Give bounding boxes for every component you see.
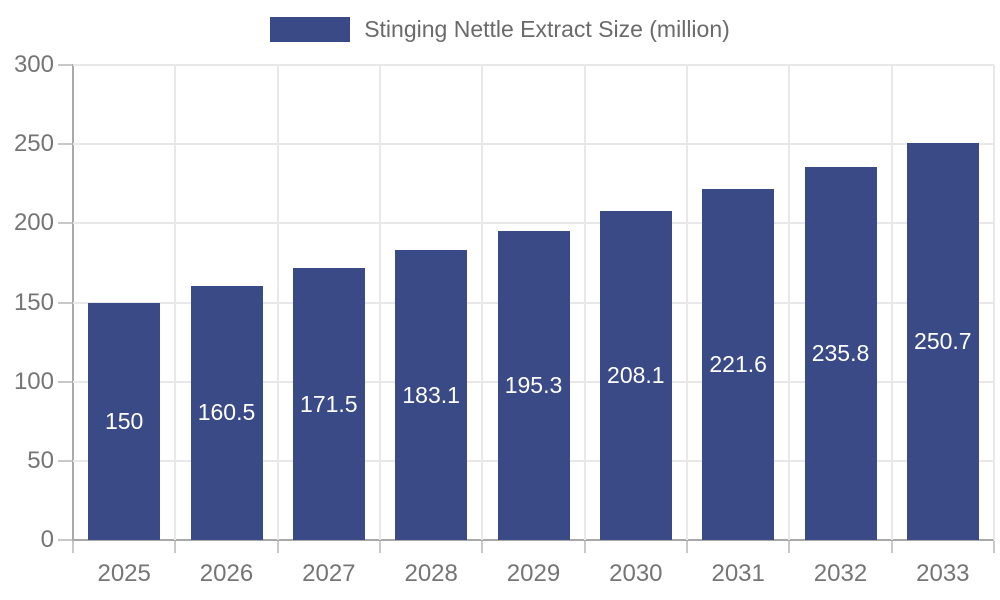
grid-line-vertical (788, 65, 791, 540)
y-axis-tick-mark (58, 143, 72, 146)
x-axis-line (73, 539, 994, 541)
x-axis-tick-mark (686, 541, 688, 553)
bar-2032[interactable]: 235.8 (804, 166, 877, 540)
x-axis-tick-mark (993, 541, 995, 553)
x-axis-tick-mark (72, 541, 74, 553)
legend-item[interactable]: Stinging Nettle Extract Size (million) (0, 14, 1000, 44)
y-axis-tick-mark (58, 64, 72, 66)
bar-value-label: 250.7 (914, 328, 972, 355)
bar-2025[interactable]: 150 (88, 302, 161, 540)
bar-value-label: 195.3 (504, 371, 563, 398)
bar-value-label: 235.8 (811, 339, 870, 366)
x-axis-tick-mark (379, 541, 381, 553)
y-axis-tick-mark (58, 459, 72, 462)
bar-2033[interactable]: 250.7 (906, 143, 979, 540)
grid-line-vertical (583, 65, 586, 540)
y-axis-tick-mark (58, 539, 72, 541)
grid-line-horizontal (73, 143, 994, 146)
grid-line-vertical (481, 65, 484, 540)
grid-line-vertical (378, 65, 381, 540)
x-axis-tick-label-2027: 2027 (302, 560, 356, 587)
x-axis-tick-mark (276, 541, 279, 553)
y-axis-tick-mark (58, 380, 72, 383)
bar-value-label: 150 (104, 407, 144, 434)
y-axis-tick-label: 300 (13, 51, 54, 78)
bar-value-label: 208.1 (607, 361, 665, 388)
x-axis-tick-mark (174, 541, 177, 553)
grid-line-vertical (276, 65, 279, 540)
x-axis-tick-label-2033: 2033 (916, 560, 970, 587)
x-axis-tick-label-2032: 2032 (813, 560, 868, 587)
y-axis-tick-label: 100 (13, 367, 54, 395)
grid-line-horizontal (73, 64, 994, 66)
bar-2027[interactable]: 171.5 (292, 268, 365, 540)
bar-2030[interactable]: 208.1 (599, 210, 672, 540)
grid-line-vertical (685, 65, 688, 540)
x-axis-tick-label-2028: 2028 (404, 560, 458, 587)
grid-line-vertical (993, 65, 995, 540)
legend-swatch (270, 16, 351, 42)
y-axis-tick-label: 250 (13, 130, 54, 158)
x-axis-tick-label-2025: 2025 (97, 560, 151, 587)
bar-value-label: 183.1 (402, 381, 460, 408)
bar-value-label: 221.6 (709, 351, 767, 378)
bar-value-label: 171.5 (300, 390, 358, 417)
grid-line-vertical (174, 65, 177, 540)
bar-value-label: 160.5 (197, 399, 256, 426)
x-axis-tick-mark (890, 541, 893, 553)
bar-2029[interactable]: 195.3 (497, 230, 570, 540)
x-axis-tick-label-2031: 2031 (711, 560, 765, 587)
y-axis-tick-label: 50 (27, 446, 54, 474)
legend-label: Stinging Nettle Extract Size (million) (364, 15, 730, 42)
y-axis-tick-label: 200 (13, 209, 54, 237)
x-axis-tick-label-2026: 2026 (199, 560, 254, 587)
grid-line-vertical (890, 65, 893, 540)
y-axis-tick-label: 0 (40, 526, 54, 553)
bar-2031[interactable]: 221.6 (702, 189, 775, 540)
x-axis-tick-mark (481, 541, 484, 553)
x-axis-tick-mark (788, 541, 791, 553)
bar-2026[interactable]: 160.5 (190, 285, 263, 540)
x-axis-tick-label-2029: 2029 (506, 560, 561, 587)
grid-line-horizontal (73, 222, 994, 225)
y-axis-tick-label: 150 (13, 288, 54, 316)
plot-area: 150 160.5 171.5 183.1 195.3 208.1 221.6 235.8 25… (73, 64, 995, 540)
x-axis-tick-label-2030: 2030 (609, 560, 663, 587)
bar-2028[interactable]: 183.1 (395, 250, 468, 540)
x-axis-tick-mark (583, 541, 586, 553)
y-axis-tick-mark (58, 301, 72, 304)
y-axis-tick-mark (58, 222, 72, 225)
